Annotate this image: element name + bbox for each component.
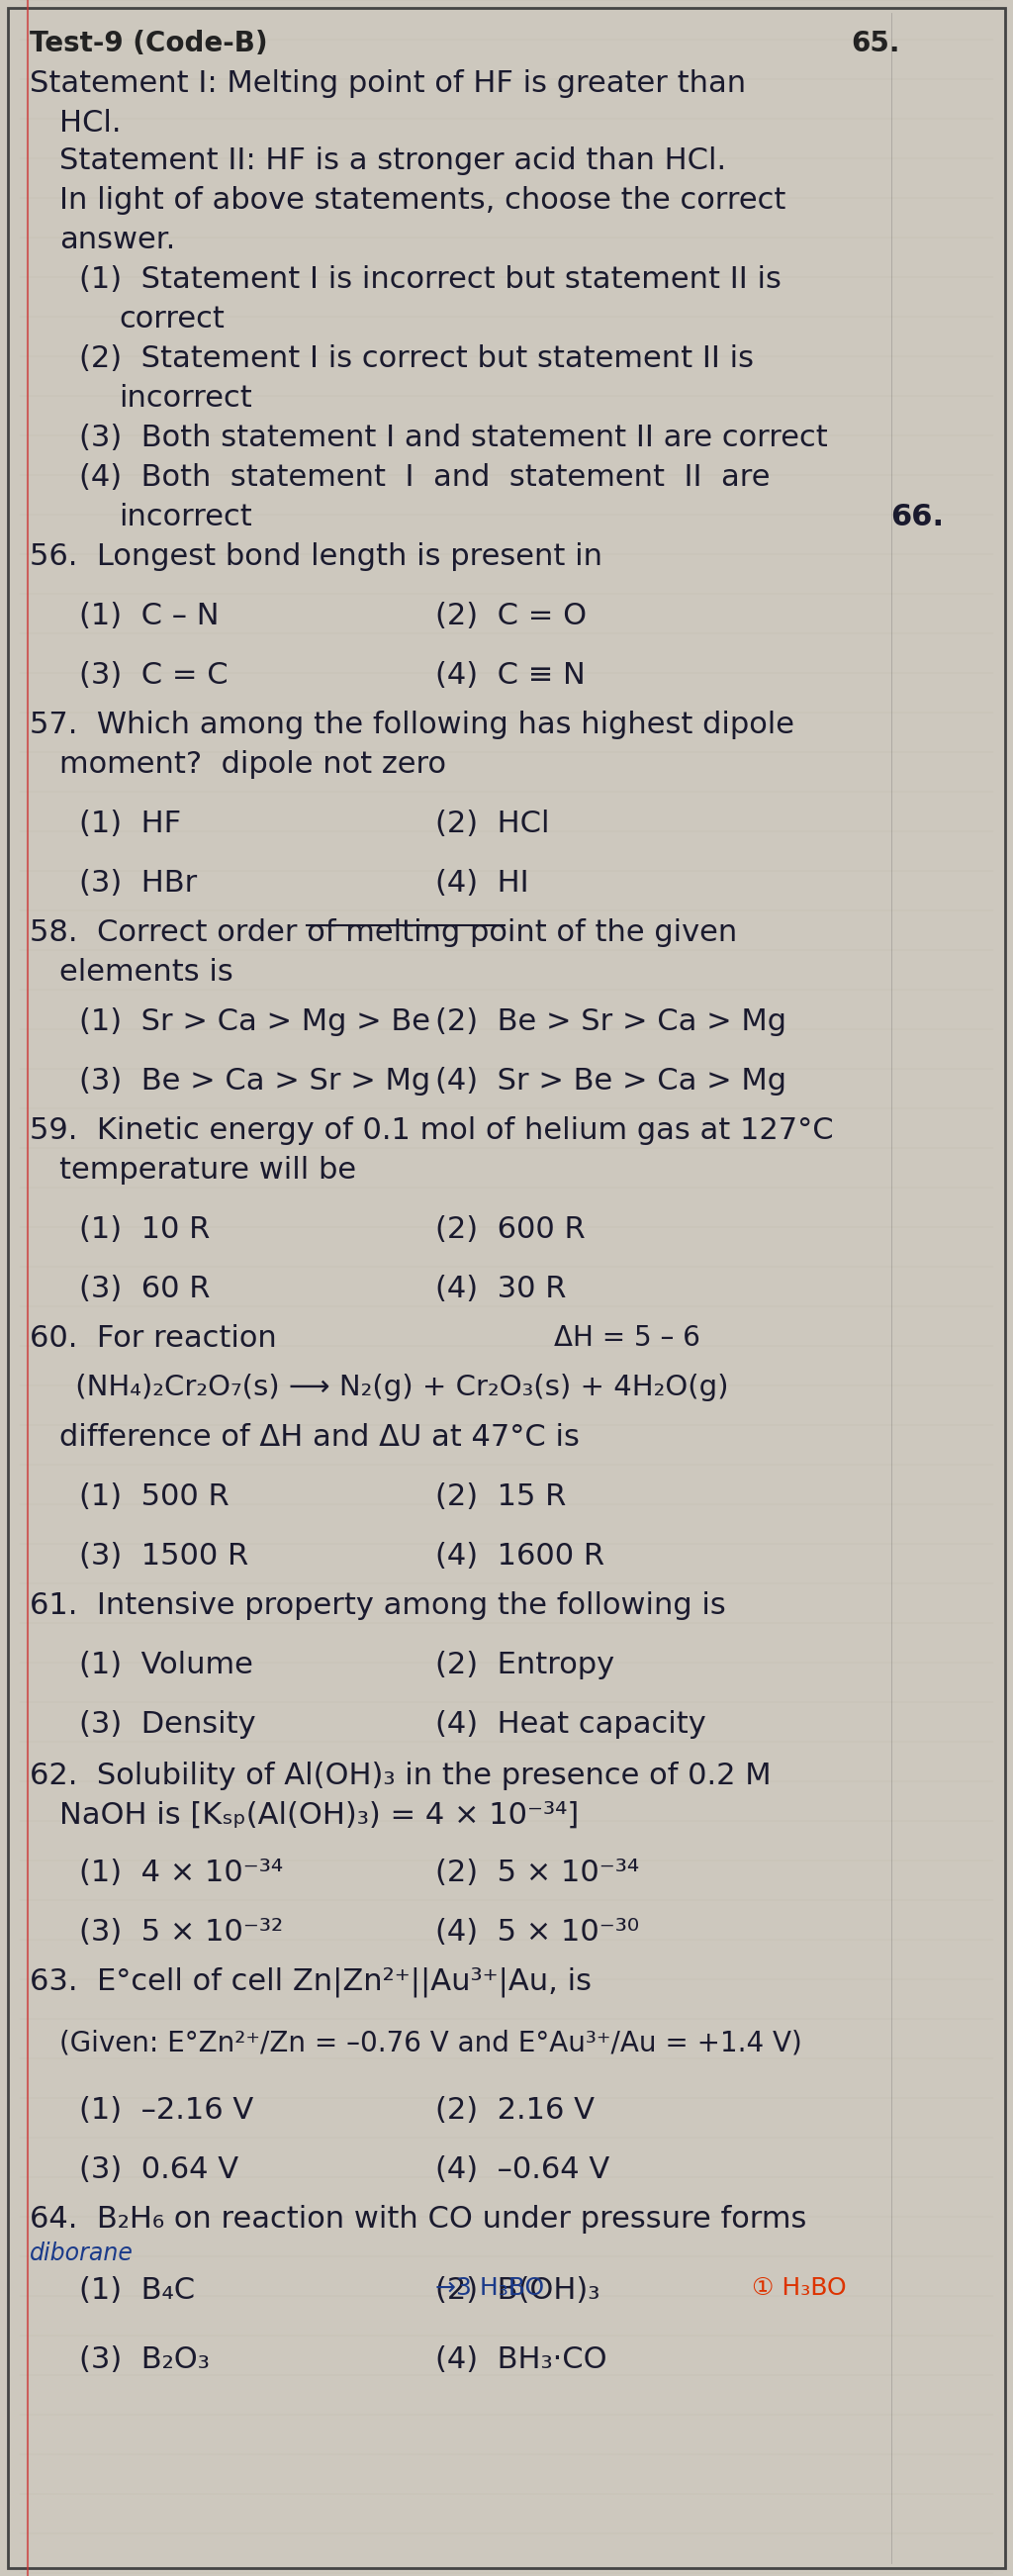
Text: 58.  Correct order of melting point of the given: 58. Correct order of melting point of th… [29,920,737,948]
Text: (1)  B₄C: (1) B₄C [79,2277,196,2306]
Text: (2)  15 R: (2) 15 R [436,1481,566,1512]
Text: (1)  HF: (1) HF [79,809,181,837]
Text: (4)  5 × 10⁻³⁰: (4) 5 × 10⁻³⁰ [436,1919,639,1947]
Text: temperature will be: temperature will be [60,1157,357,1185]
Text: (3)  60 R: (3) 60 R [79,1275,211,1303]
Text: 57.  Which among the following has highest dipole: 57. Which among the following has highes… [29,711,794,739]
Text: (2)  Entropy: (2) Entropy [436,1651,615,1680]
Text: 65.: 65. [851,31,900,57]
Text: ΔH = 5 – 6: ΔH = 5 – 6 [554,1324,700,1352]
Text: incorrect: incorrect [119,502,252,531]
Text: Statement I: Melting point of HF is greater than: Statement I: Melting point of HF is grea… [29,70,746,98]
Text: (2)  Statement I is correct but statement II is: (2) Statement I is correct but statement… [79,345,754,374]
Text: (1)  –2.16 V: (1) –2.16 V [79,2097,253,2125]
Text: (2)  Be > Sr > Ca > Mg: (2) Be > Sr > Ca > Mg [436,1007,786,1036]
Text: (4)  1600 R: (4) 1600 R [436,1543,605,1571]
Text: elements is: elements is [60,958,233,987]
Text: (2)  HCl: (2) HCl [436,809,549,837]
Text: Statement II: HF is a stronger acid than HCl.: Statement II: HF is a stronger acid than… [60,147,726,175]
Text: (3)  C = C: (3) C = C [79,662,228,690]
Text: (2)  5 × 10⁻³⁴: (2) 5 × 10⁻³⁴ [436,1857,639,1888]
Text: 56.  Longest bond length is present in: 56. Longest bond length is present in [29,544,603,572]
Text: (4)  –0.64 V: (4) –0.64 V [436,2156,610,2184]
Text: (4)  Both  statement  I  and  statement  II  are: (4) Both statement I and statement II ar… [79,464,770,492]
Text: ① H₃BO: ① H₃BO [752,2277,847,2300]
Text: (4)  30 R: (4) 30 R [436,1275,566,1303]
Text: HCl.: HCl. [60,108,122,137]
Text: incorrect: incorrect [119,384,252,412]
Text: 61.  Intensive property among the following is: 61. Intensive property among the followi… [29,1592,726,1620]
Text: 64.  B₂H₆ on reaction with CO under pressure forms: 64. B₂H₆ on reaction with CO under press… [29,2205,806,2233]
Text: (3)  Both statement I and statement II are correct: (3) Both statement I and statement II ar… [79,422,828,453]
Text: (2)  600 R: (2) 600 R [436,1216,586,1244]
Text: (4)  C ≡ N: (4) C ≡ N [436,662,586,690]
Text: (2)  B(OH)₃: (2) B(OH)₃ [436,2277,600,2306]
Text: (3)  0.64 V: (3) 0.64 V [79,2156,238,2184]
Text: In light of above statements, choose the correct: In light of above statements, choose the… [60,185,786,214]
Text: (1)  Volume: (1) Volume [79,1651,253,1680]
Text: (3)  1500 R: (3) 1500 R [79,1543,248,1571]
Text: (3)  HBr: (3) HBr [79,868,198,896]
Text: (1)  4 × 10⁻³⁴: (1) 4 × 10⁻³⁴ [79,1857,283,1888]
Text: (3)  5 × 10⁻³²: (3) 5 × 10⁻³² [79,1919,283,1947]
Text: →3 H₃BO: →3 H₃BO [436,2277,544,2300]
Text: (4)  Sr > Be > Ca > Mg: (4) Sr > Be > Ca > Mg [436,1066,786,1095]
Text: difference of ΔH and ΔU at 47°C is: difference of ΔH and ΔU at 47°C is [60,1422,579,1453]
Text: diborane: diborane [29,2241,134,2264]
Text: (3)  Density: (3) Density [79,1710,256,1739]
Text: (4)  BH₃·CO: (4) BH₃·CO [436,2344,607,2375]
Text: NaOH is [Kₛₚ(Al(OH)₃) = 4 × 10⁻³⁴]: NaOH is [Kₛₚ(Al(OH)₃) = 4 × 10⁻³⁴] [60,1801,579,1829]
Text: (NH₄)₂Cr₂O₇(s) ⟶ N₂(g) + Cr₂O₃(s) + 4H₂O(g): (NH₄)₂Cr₂O₇(s) ⟶ N₂(g) + Cr₂O₃(s) + 4H₂O… [29,1373,728,1401]
Text: (2)  2.16 V: (2) 2.16 V [436,2097,595,2125]
Text: 66.: 66. [890,502,944,531]
Text: 62.  Solubility of Al(OH)₃ in the presence of 0.2 M: 62. Solubility of Al(OH)₃ in the presenc… [29,1762,771,1790]
Text: correct: correct [119,304,225,332]
Text: (3)  Be > Ca > Sr > Mg: (3) Be > Ca > Sr > Mg [79,1066,431,1095]
Text: (1)  10 R: (1) 10 R [79,1216,210,1244]
Text: (1)  500 R: (1) 500 R [79,1481,229,1512]
Text: 63.  E°cell of cell Zn|Zn²⁺||Au³⁺|Au, is: 63. E°cell of cell Zn|Zn²⁺||Au³⁺|Au, is [29,1968,592,1996]
Text: 60.  For reaction: 60. For reaction [29,1324,277,1352]
Text: answer.: answer. [60,227,175,255]
Text: (4)  Heat capacity: (4) Heat capacity [436,1710,706,1739]
Text: (2)  C = O: (2) C = O [436,603,587,631]
Text: Test-9 (Code-B): Test-9 (Code-B) [29,31,267,57]
Text: (1)  C – N: (1) C – N [79,603,219,631]
Text: (1)  Sr > Ca > Mg > Be: (1) Sr > Ca > Mg > Be [79,1007,431,1036]
Text: (1)  Statement I is incorrect but statement II is: (1) Statement I is incorrect but stateme… [79,265,781,294]
Text: (3)  B₂O₃: (3) B₂O₃ [79,2344,210,2375]
Text: (Given: E°Zn²⁺/Zn = –0.76 V and E°Au³⁺/Au = +1.4 V): (Given: E°Zn²⁺/Zn = –0.76 V and E°Au³⁺/A… [60,2030,802,2056]
Text: moment?  dipole not zero: moment? dipole not zero [60,750,446,778]
Text: (4)  HI: (4) HI [436,868,529,896]
Text: 59.  Kinetic energy of 0.1 mol of helium gas at 127°C: 59. Kinetic energy of 0.1 mol of helium … [29,1115,834,1144]
